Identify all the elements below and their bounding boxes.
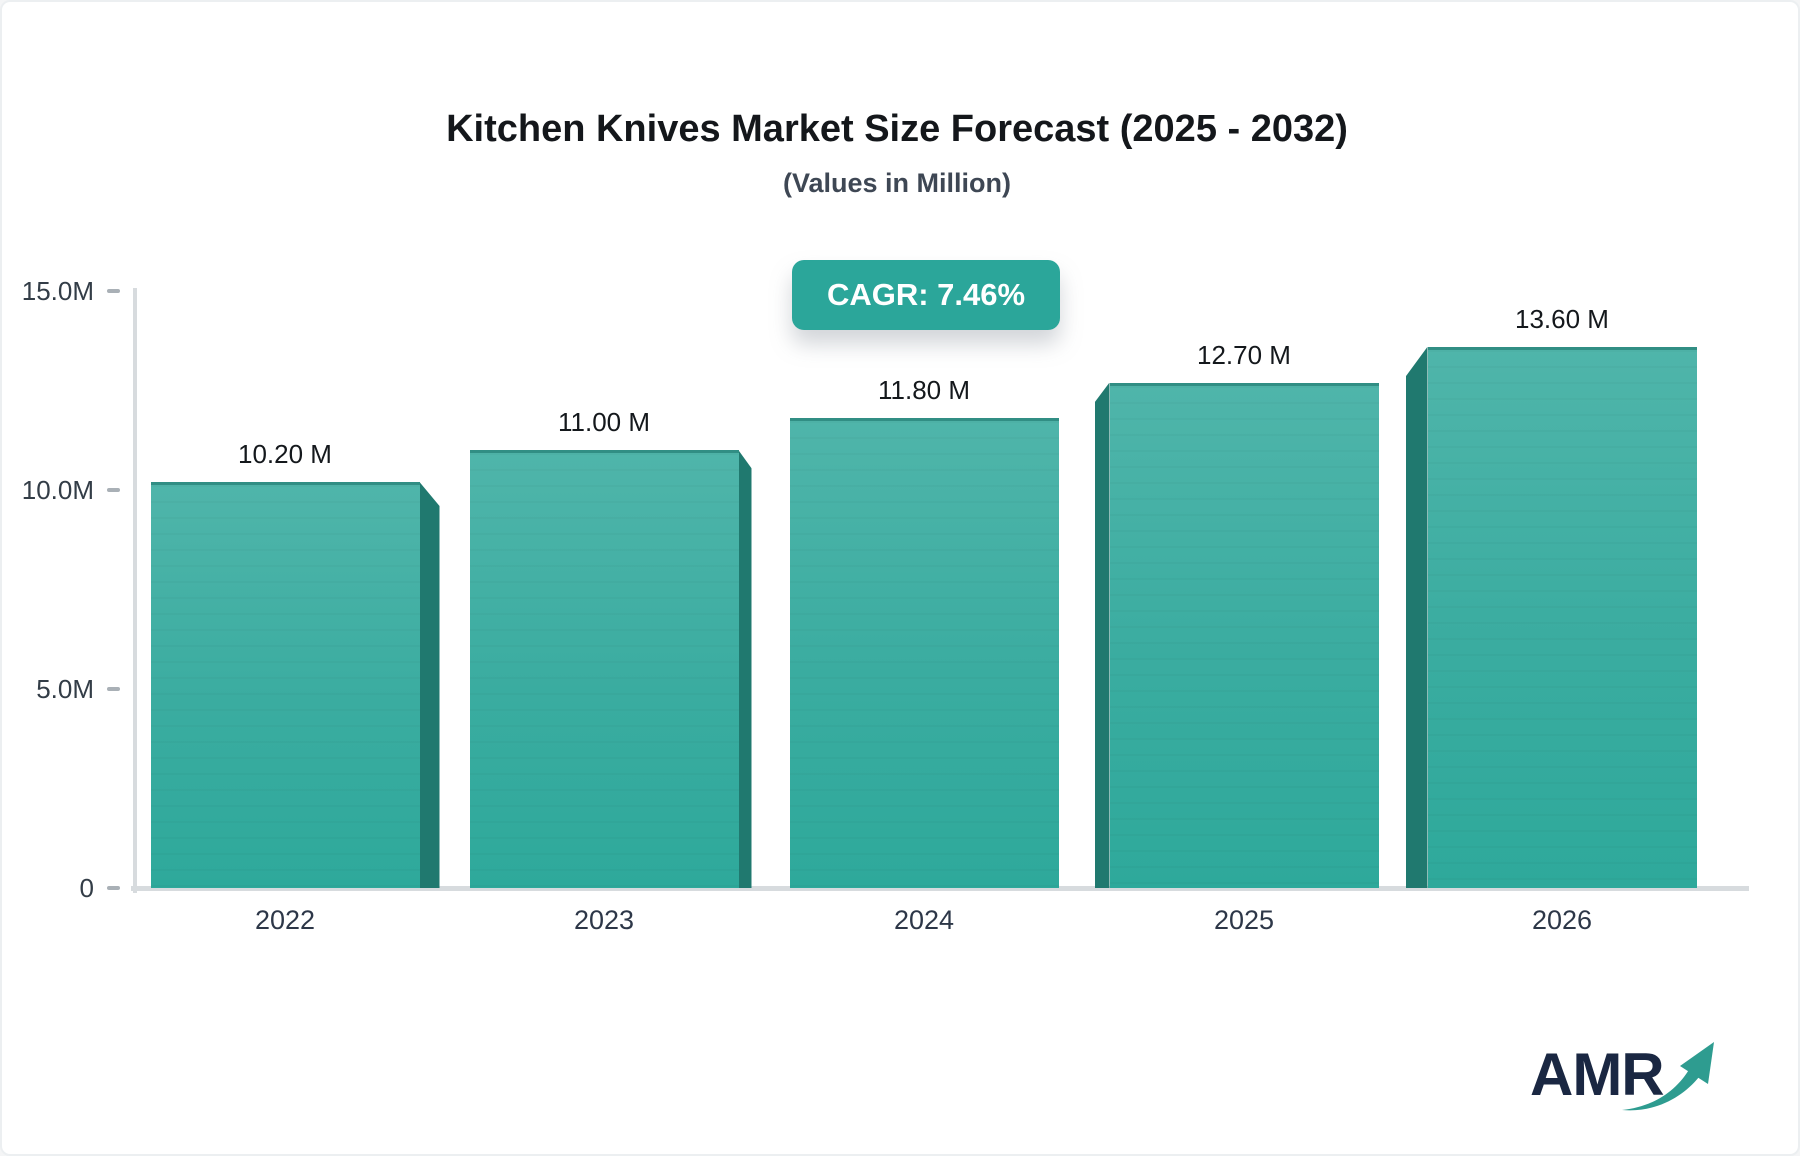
- bar-2024: [789, 418, 1059, 888]
- bar-2022-3d-side: [419, 482, 440, 888]
- bar-2026: [1427, 346, 1697, 888]
- bar-value-label-2022: 10.20 M: [238, 439, 332, 470]
- bar-2026-3d-side: [1405, 346, 1428, 888]
- bar-value-label-2026: 13.60 M: [1515, 303, 1609, 334]
- bar-2025-3d-side: [1094, 382, 1110, 888]
- amr-logo: AMR: [1530, 1034, 1730, 1124]
- chart-title: Kitchen Knives Market Size Forecast (202…: [446, 108, 1348, 150]
- cagr-badge: CAGR: 7.46%: [792, 260, 1060, 330]
- y-tick-dash: [107, 488, 120, 492]
- x-axis-label-2022: 2022: [254, 905, 316, 935]
- bar-value-label-2024: 11.80 M: [877, 375, 970, 406]
- growth-arrow-icon: [1618, 1034, 1718, 1119]
- x-axis-label-2026: 2026: [1531, 905, 1593, 935]
- x-axis-label-2025: 2025: [1213, 905, 1275, 935]
- x-axis-label-2023: 2023: [573, 905, 635, 935]
- x-axis-baseline: [131, 886, 1749, 891]
- y-tick-dash: [107, 687, 120, 691]
- bar-value-label-2023: 11.00 M: [557, 407, 650, 438]
- y-tick-dash: [107, 289, 120, 293]
- x-axis-label-2024: 2024: [893, 905, 955, 935]
- y-tick-dash: [107, 886, 120, 890]
- y-axis-line: [133, 288, 137, 893]
- bar-2023-3d-side: [738, 450, 752, 888]
- amr-logo-text: AMR: [1530, 1041, 1665, 1108]
- bar-2023: [469, 450, 739, 888]
- y-tick-label: 0: [79, 873, 94, 903]
- y-tick-label: 15.0M: [21, 276, 94, 306]
- chart-subtitle: (Values in Million): [782, 168, 1012, 198]
- bar-2025: [1109, 382, 1379, 888]
- bar-2022: [150, 482, 420, 888]
- y-tick-label: 10.0M: [21, 475, 94, 505]
- cagr-badge-label: CAGR: 7.46%: [826, 277, 1026, 312]
- y-tick-label: 5.0M: [36, 674, 94, 704]
- bar-value-label-2025: 12.70 M: [1197, 339, 1291, 370]
